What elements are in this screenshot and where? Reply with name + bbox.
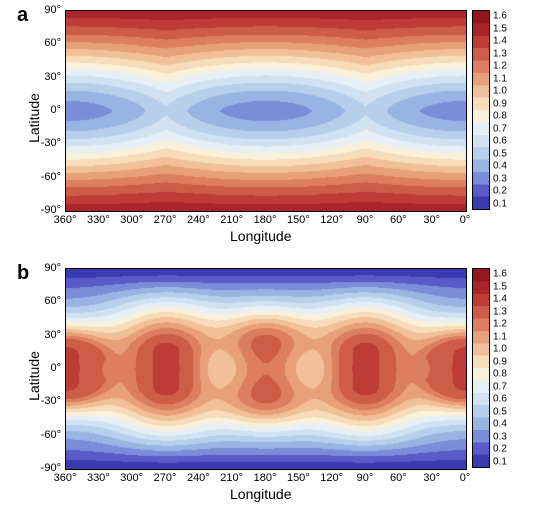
xtick: 330° bbox=[87, 472, 110, 484]
cbar-tick: 0.2 bbox=[493, 444, 507, 455]
xlabel-b: Longitude bbox=[230, 486, 292, 502]
cbar-tick: 0.3 bbox=[493, 173, 507, 184]
xtick: 30° bbox=[423, 472, 440, 484]
cbar-tick: 1.3 bbox=[493, 306, 507, 317]
cbar-tick: 0.1 bbox=[493, 198, 507, 209]
cbar-tick: 1.6 bbox=[493, 11, 507, 22]
xtick: 120° bbox=[320, 472, 343, 484]
xtick: 0° bbox=[460, 214, 471, 226]
ytick: 30° bbox=[29, 71, 61, 83]
cbar-tick: 0.3 bbox=[493, 431, 507, 442]
xtick: 240° bbox=[187, 472, 210, 484]
xtick: 30° bbox=[423, 214, 440, 226]
cbar-tick: 1.1 bbox=[493, 331, 507, 342]
cbar-tick: 0.8 bbox=[493, 369, 507, 380]
xtick: 270° bbox=[154, 214, 177, 226]
xtick: 300° bbox=[120, 472, 143, 484]
xtick: 300° bbox=[120, 214, 143, 226]
xtick: 240° bbox=[187, 214, 210, 226]
cbar-tick: 0.4 bbox=[493, 419, 507, 430]
ytick: 60° bbox=[29, 295, 61, 307]
cbar-tick: 1.2 bbox=[493, 61, 507, 72]
cbar-tick: 1.4 bbox=[493, 294, 507, 305]
xtick: 150° bbox=[287, 214, 310, 226]
xtick: 360° bbox=[54, 472, 77, 484]
cbar-tick: 0.7 bbox=[493, 123, 507, 134]
ytick: 30° bbox=[29, 329, 61, 341]
xtick: 60° bbox=[390, 472, 407, 484]
xtick: 0° bbox=[460, 472, 471, 484]
xtick: 210° bbox=[220, 214, 243, 226]
subplot-label-a: a bbox=[17, 4, 28, 27]
xtick: 90° bbox=[357, 214, 374, 226]
subplot-label-b: b bbox=[17, 262, 29, 285]
cbar-tick: 0.8 bbox=[493, 111, 507, 122]
cbar-tick: 0.6 bbox=[493, 394, 507, 405]
cbar-tick: 0.5 bbox=[493, 406, 507, 417]
colorbar-b bbox=[472, 268, 490, 468]
ytick: 90° bbox=[29, 262, 61, 274]
cbar-tick: 1.5 bbox=[493, 23, 507, 34]
cbar-tick: 1.1 bbox=[493, 73, 507, 84]
colorbar-a bbox=[472, 10, 490, 210]
xtick: 60° bbox=[390, 214, 407, 226]
cbar-tick: 1.5 bbox=[493, 281, 507, 292]
cbar-tick: 1.6 bbox=[493, 269, 507, 280]
xtick: 360° bbox=[54, 214, 77, 226]
xtick: 150° bbox=[287, 472, 310, 484]
cbar-tick: 0.9 bbox=[493, 356, 507, 367]
xtick: 120° bbox=[320, 214, 343, 226]
cbar-tick: 1.2 bbox=[493, 319, 507, 330]
cbar-tick: 0.1 bbox=[493, 456, 507, 467]
cbar-tick: 1.4 bbox=[493, 36, 507, 47]
cbar-tick: 0.4 bbox=[493, 161, 507, 172]
heatmap-b bbox=[65, 268, 467, 470]
ytick: 90° bbox=[29, 4, 61, 16]
cbar-tick: 0.7 bbox=[493, 381, 507, 392]
xtick: 210° bbox=[220, 472, 243, 484]
xtick: 180° bbox=[254, 214, 277, 226]
cbar-tick: 0.6 bbox=[493, 136, 507, 147]
ytick: -60° bbox=[29, 171, 61, 183]
cbar-tick: 1.0 bbox=[493, 344, 507, 355]
xtick: 270° bbox=[154, 472, 177, 484]
ylabel-b: Latitude bbox=[26, 351, 42, 401]
heatmap-a bbox=[65, 10, 467, 212]
cbar-tick: 1.0 bbox=[493, 86, 507, 97]
cbar-tick: 1.3 bbox=[493, 48, 507, 59]
xtick: 330° bbox=[87, 214, 110, 226]
cbar-tick: 0.2 bbox=[493, 186, 507, 197]
xtick: 180° bbox=[254, 472, 277, 484]
cbar-tick: 0.5 bbox=[493, 148, 507, 159]
ytick: 60° bbox=[29, 37, 61, 49]
ylabel-a: Latitude bbox=[26, 93, 42, 143]
xtick: 90° bbox=[357, 472, 374, 484]
ytick: -60° bbox=[29, 429, 61, 441]
cbar-tick: 0.9 bbox=[493, 98, 507, 109]
xlabel-a: Longitude bbox=[230, 228, 292, 244]
